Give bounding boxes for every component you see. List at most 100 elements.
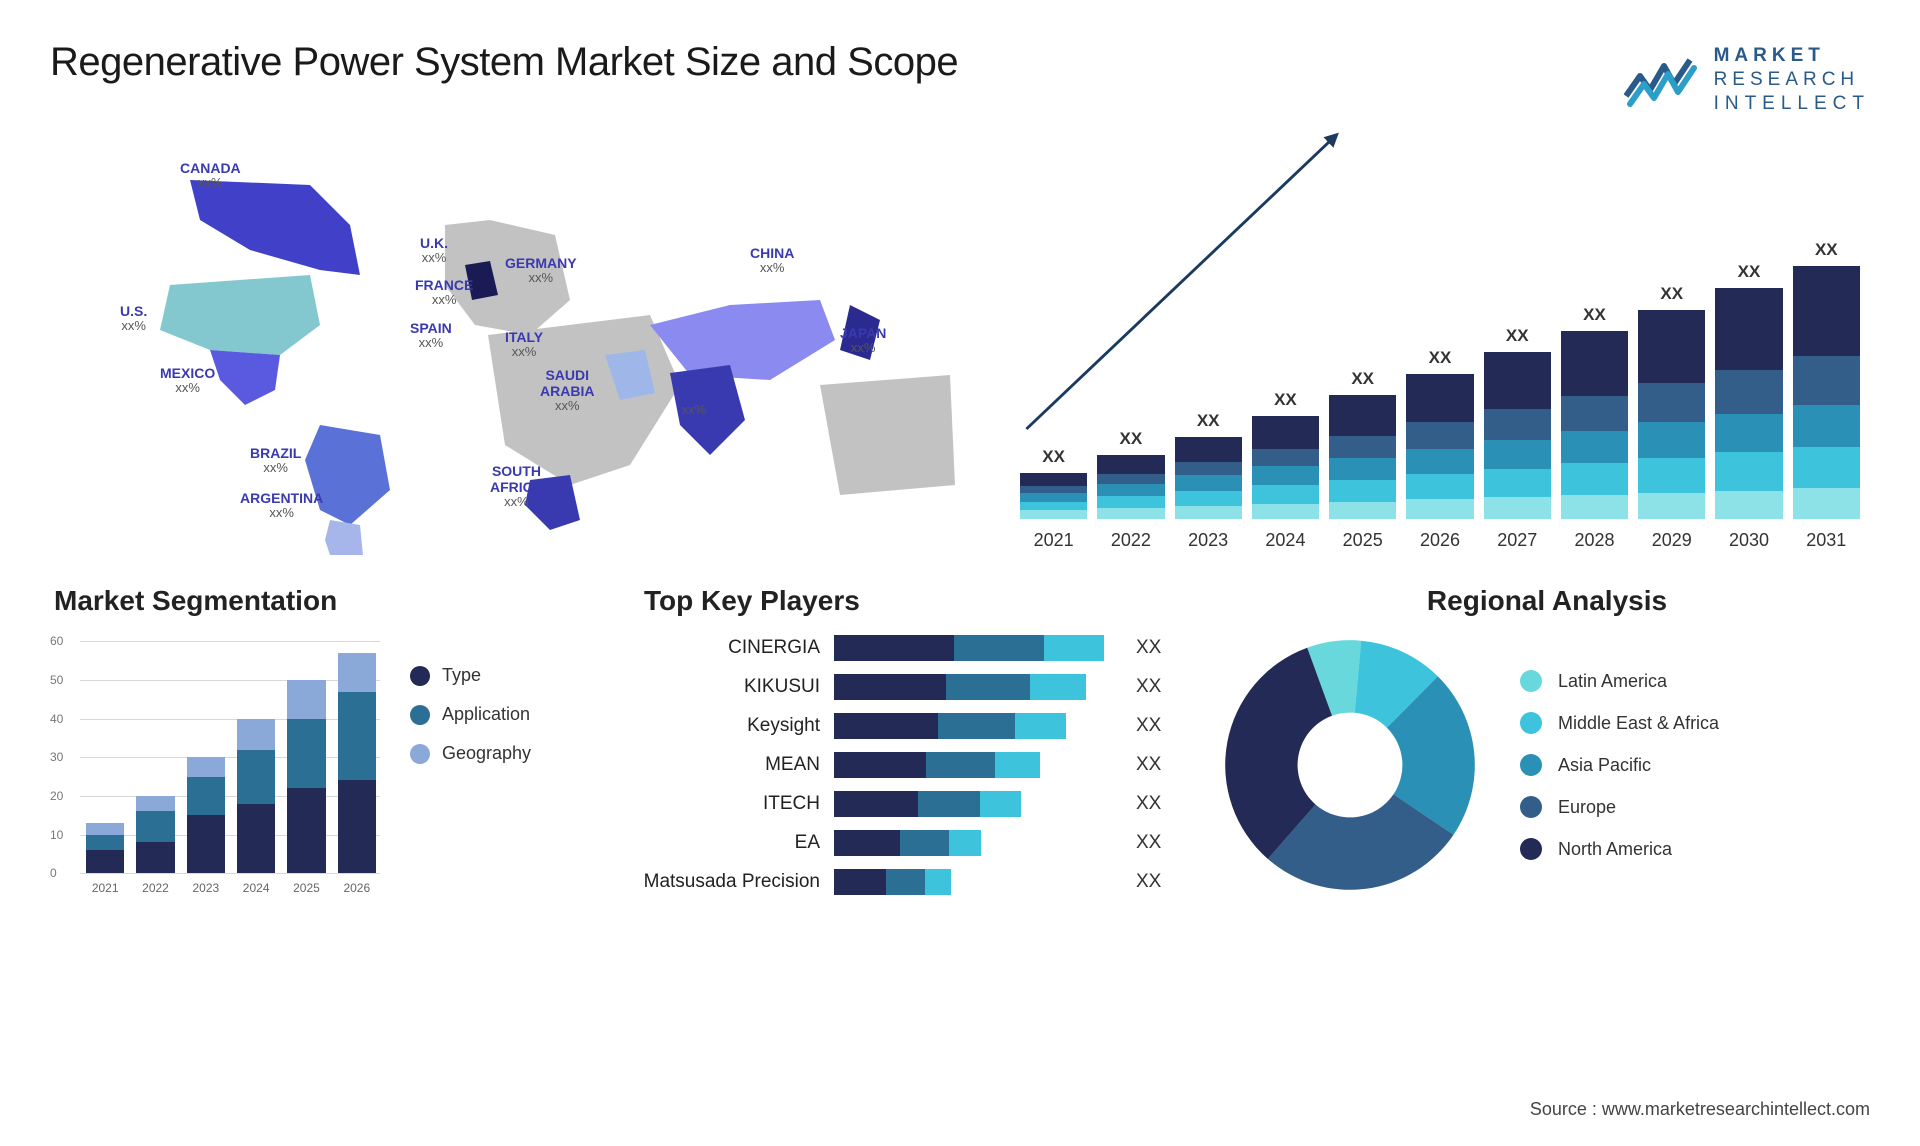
bar-value-label: XX bbox=[1815, 240, 1838, 260]
bar-segment bbox=[1715, 288, 1782, 369]
player-bar-segment bbox=[995, 752, 1040, 778]
player-row: CINERGIAXX bbox=[640, 635, 1190, 661]
seg-xaxis-year: 2024 bbox=[237, 881, 275, 895]
bar-segment bbox=[1638, 493, 1705, 519]
bar-segment bbox=[1638, 383, 1705, 423]
bar-segment bbox=[1097, 508, 1164, 519]
bar-segment bbox=[1793, 488, 1860, 519]
player-bar-segment bbox=[926, 752, 995, 778]
map-label-italy: ITALYxx% bbox=[505, 329, 543, 360]
seg-xaxis-year: 2026 bbox=[338, 881, 376, 895]
seg-bar-segment bbox=[136, 796, 174, 811]
player-row: MEAN XX bbox=[640, 752, 1190, 778]
player-bar-segment bbox=[834, 791, 918, 817]
bar-segment bbox=[1561, 396, 1628, 431]
player-row: EAXX bbox=[640, 830, 1190, 856]
map-label-france: FRANCExx% bbox=[415, 277, 473, 308]
player-value: XX bbox=[1136, 715, 1161, 737]
map-label-germany: GERMANYxx% bbox=[505, 255, 577, 286]
player-name: Keysight bbox=[640, 715, 820, 737]
player-bar-segment bbox=[1044, 635, 1104, 661]
bar-value-label: XX bbox=[1506, 326, 1529, 346]
map-label-argentina: ARGENTINAxx% bbox=[240, 490, 323, 521]
regional-legend-item: Europe bbox=[1520, 796, 1719, 818]
player-row: Matsusada PrecisionXX bbox=[640, 869, 1190, 895]
player-bar-segment bbox=[900, 830, 949, 856]
map-label-india: INDIAxx% bbox=[675, 387, 713, 418]
bar-segment bbox=[1484, 409, 1551, 440]
segmentation-title: Market Segmentation bbox=[54, 585, 610, 617]
world-map-panel: CANADAxx%U.S.xx%MEXICOxx%BRAZILxx%ARGENT… bbox=[50, 125, 990, 555]
player-name: EA bbox=[640, 832, 820, 854]
xaxis-year: 2031 bbox=[1793, 530, 1860, 551]
bar-segment bbox=[1175, 506, 1242, 519]
bar-segment bbox=[1175, 437, 1242, 462]
bar-segment bbox=[1329, 502, 1396, 520]
seg-bar-segment bbox=[136, 842, 174, 873]
map-label-canada: CANADAxx% bbox=[180, 160, 241, 191]
player-value: XX bbox=[1136, 754, 1161, 776]
map-label-saudi-arabia: SAUDIARABIAxx% bbox=[540, 367, 594, 414]
bar-segment bbox=[1329, 436, 1396, 458]
legend-label: Application bbox=[442, 704, 530, 725]
big-bar-2026: XX bbox=[1406, 348, 1473, 519]
bar-segment bbox=[1561, 331, 1628, 396]
bar-segment bbox=[1097, 496, 1164, 508]
seg-legend-item: Type bbox=[410, 665, 531, 686]
bar-segment bbox=[1561, 463, 1628, 495]
seg-legend-item: Geography bbox=[410, 743, 531, 764]
source-label: Source : www.marketresearchintellect.com bbox=[1530, 1099, 1870, 1120]
legend-dot-icon bbox=[1520, 670, 1542, 692]
player-bar-segment bbox=[834, 674, 946, 700]
seg-bar-2021 bbox=[86, 823, 124, 873]
y-tick-label: 40 bbox=[50, 712, 63, 726]
y-tick-label: 60 bbox=[50, 634, 63, 648]
bar-segment bbox=[1638, 458, 1705, 493]
player-bar-segment bbox=[834, 635, 954, 661]
bar-segment bbox=[1020, 493, 1087, 502]
xaxis-year: 2026 bbox=[1406, 530, 1473, 551]
xaxis-year: 2028 bbox=[1561, 530, 1628, 551]
legend-label: Latin America bbox=[1558, 671, 1667, 692]
big-bar-2025: XX bbox=[1329, 369, 1396, 519]
y-tick-label: 0 bbox=[50, 866, 57, 880]
bar-segment bbox=[1097, 455, 1164, 474]
bar-segment bbox=[1097, 484, 1164, 496]
bar-segment bbox=[1793, 266, 1860, 356]
bar-segment bbox=[1406, 449, 1473, 474]
bar-segment bbox=[1020, 510, 1087, 519]
bar-segment bbox=[1252, 504, 1319, 519]
seg-bar-2022 bbox=[136, 796, 174, 873]
bar-segment bbox=[1484, 352, 1551, 409]
gridline bbox=[80, 873, 380, 874]
player-bar bbox=[834, 869, 1114, 895]
big-bar-2030: XX bbox=[1715, 262, 1782, 519]
seg-xaxis-year: 2025 bbox=[287, 881, 325, 895]
seg-bar-segment bbox=[237, 804, 275, 874]
seg-legend-item: Application bbox=[410, 704, 531, 725]
player-value: XX bbox=[1136, 793, 1161, 815]
player-row: Keysight XX bbox=[640, 713, 1190, 739]
player-bar-segment bbox=[980, 791, 1021, 817]
bar-value-label: XX bbox=[1738, 262, 1761, 282]
seg-bar-segment bbox=[338, 780, 376, 873]
bar-value-label: XX bbox=[1120, 429, 1143, 449]
legend-dot-icon bbox=[1520, 712, 1542, 734]
xaxis-year: 2029 bbox=[1638, 530, 1705, 551]
regional-legend-item: Latin America bbox=[1520, 670, 1719, 692]
regional-legend: Latin AmericaMiddle East & AfricaAsia Pa… bbox=[1520, 670, 1719, 860]
player-bar-segment bbox=[954, 635, 1044, 661]
player-row: ITECHXX bbox=[640, 791, 1190, 817]
player-bar-segment bbox=[925, 869, 951, 895]
xaxis-year: 2024 bbox=[1252, 530, 1319, 551]
players-bar-chart: CINERGIAXXKIKUSUIXXKeysightXXMEANXXITECH… bbox=[640, 635, 1190, 895]
bar-segment bbox=[1715, 370, 1782, 414]
bar-value-label: XX bbox=[1660, 284, 1683, 304]
map-label-china: CHINAxx% bbox=[750, 245, 794, 276]
player-name: MEAN bbox=[640, 754, 820, 776]
seg-bar-segment bbox=[86, 823, 124, 835]
bar-segment bbox=[1715, 491, 1782, 520]
player-name: Matsusada Precision bbox=[640, 871, 820, 893]
player-row: KIKUSUIXX bbox=[640, 674, 1190, 700]
bar-segment bbox=[1252, 485, 1319, 504]
